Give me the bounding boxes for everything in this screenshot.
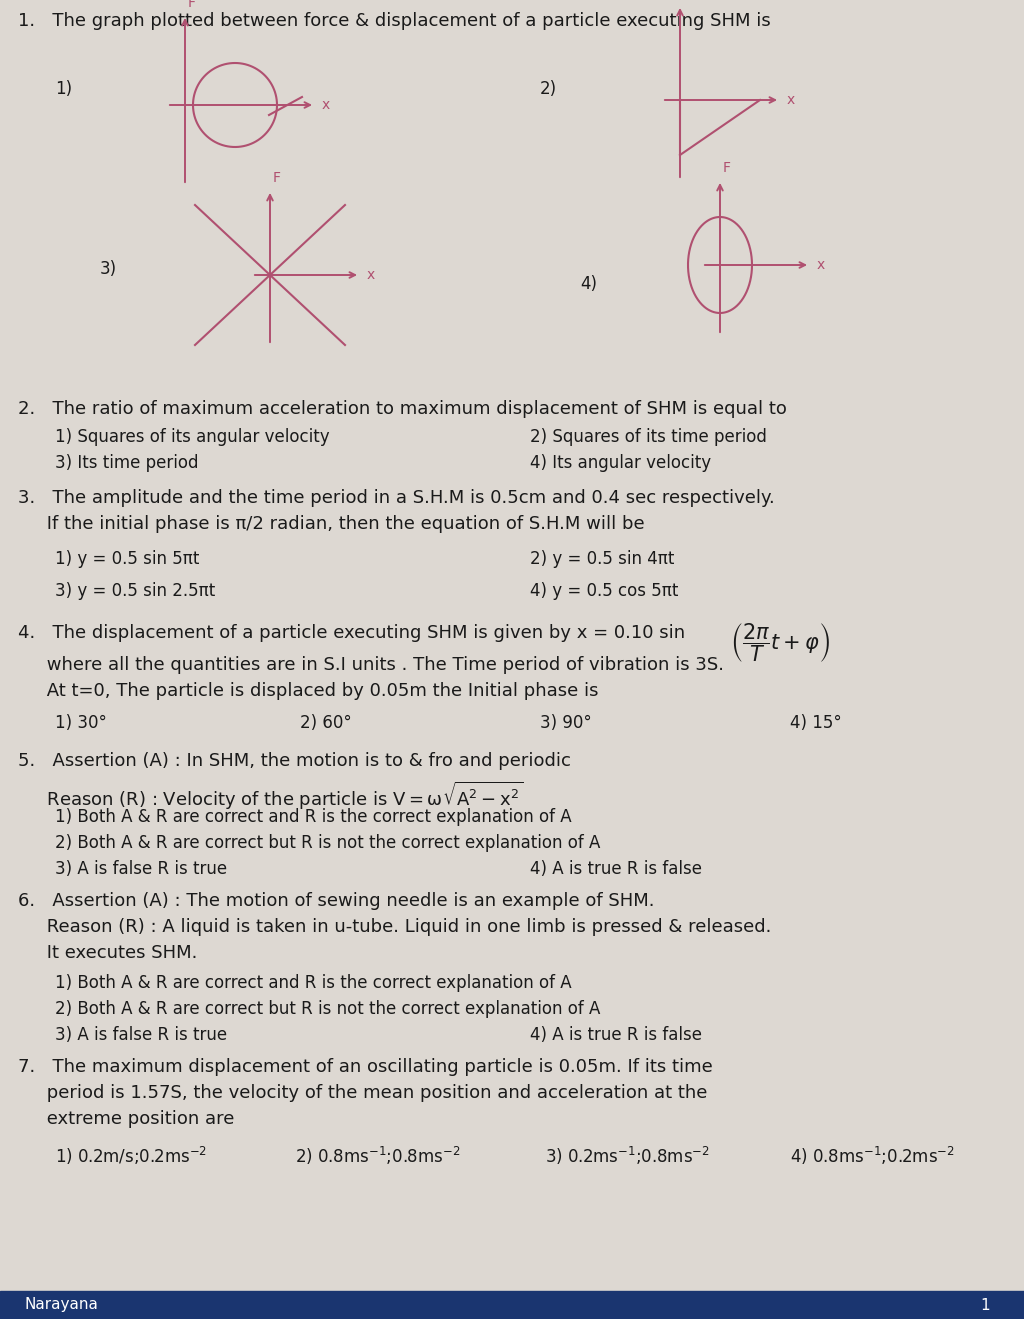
Text: 2.   The ratio of maximum acceleration to maximum displacement of SHM is equal t: 2. The ratio of maximum acceleration to … xyxy=(18,400,786,418)
Text: 3) y = 0.5 sin 2.5πt: 3) y = 0.5 sin 2.5πt xyxy=(55,582,215,600)
Text: 2) y = 0.5 sin 4πt: 2) y = 0.5 sin 4πt xyxy=(530,550,675,568)
Text: It executes SHM.: It executes SHM. xyxy=(18,944,198,962)
Text: 3) A is false R is true: 3) A is false R is true xyxy=(55,860,227,878)
Text: period is 1.57S, the velocity of the mean position and acceleration at the: period is 1.57S, the velocity of the mea… xyxy=(18,1084,708,1101)
Text: 7.   The maximum displacement of an oscillating particle is 0.05m. If its time: 7. The maximum displacement of an oscill… xyxy=(18,1058,713,1076)
Text: x: x xyxy=(322,98,331,112)
Text: 4): 4) xyxy=(580,274,597,293)
Text: x: x xyxy=(817,259,825,272)
Text: x: x xyxy=(367,268,375,282)
Text: If the initial phase is π/2 radian, then the equation of S.H.M will be: If the initial phase is π/2 radian, then… xyxy=(18,514,645,533)
Text: 1) 30°: 1) 30° xyxy=(55,714,106,732)
Text: 2) 0.8ms$^{-1}$;0.8ms$^{-2}$: 2) 0.8ms$^{-1}$;0.8ms$^{-2}$ xyxy=(295,1145,461,1167)
Text: 3) 0.2ms$^{-1}$;0.8ms$^{-2}$: 3) 0.2ms$^{-1}$;0.8ms$^{-2}$ xyxy=(545,1145,710,1167)
Text: 6.   Assertion (A) : The motion of sewing needle is an example of SHM.: 6. Assertion (A) : The motion of sewing … xyxy=(18,892,654,910)
Text: F: F xyxy=(723,161,731,175)
Text: 4) 15°: 4) 15° xyxy=(790,714,842,732)
Text: 4) A is true R is false: 4) A is true R is false xyxy=(530,860,702,878)
Text: At t=0, The particle is displaced by 0.05m the Initial phase is: At t=0, The particle is displaced by 0.0… xyxy=(18,682,598,700)
Text: F: F xyxy=(273,171,281,185)
Text: where all the quantities are in S.I units . The Time period of vibration is 3S.: where all the quantities are in S.I unit… xyxy=(18,656,724,674)
Text: 3) Its time period: 3) Its time period xyxy=(55,454,199,472)
Text: 1) Both A & R are correct and R is the correct explanation of A: 1) Both A & R are correct and R is the c… xyxy=(55,809,571,826)
Text: 4) Its angular velocity: 4) Its angular velocity xyxy=(530,454,711,472)
Text: 1.   The graph plotted between force & displacement of a particle executing SHM : 1. The graph plotted between force & dis… xyxy=(18,12,771,30)
Text: 1) Squares of its angular velocity: 1) Squares of its angular velocity xyxy=(55,427,330,446)
Text: 4) y = 0.5 cos 5πt: 4) y = 0.5 cos 5πt xyxy=(530,582,678,600)
Text: 2) 60°: 2) 60° xyxy=(300,714,352,732)
Text: 2): 2) xyxy=(540,80,557,98)
Text: 2) Both A & R are correct but R is not the correct explanation of A: 2) Both A & R are correct but R is not t… xyxy=(55,1000,600,1018)
Text: 4) 0.8ms$^{-1}$;0.2ms$^{-2}$: 4) 0.8ms$^{-1}$;0.2ms$^{-2}$ xyxy=(790,1145,955,1167)
Text: $\left(\dfrac{2\pi}{T}t+\varphi\right)$: $\left(\dfrac{2\pi}{T}t+\varphi\right)$ xyxy=(730,621,829,663)
Text: Reason (R) : A liquid is taken in u-tube. Liquid in one limb is pressed & releas: Reason (R) : A liquid is taken in u-tube… xyxy=(18,918,771,936)
Text: 3): 3) xyxy=(100,260,117,278)
Text: Narayana: Narayana xyxy=(25,1298,99,1312)
Text: 2) Squares of its time period: 2) Squares of its time period xyxy=(530,427,767,446)
Text: 1): 1) xyxy=(55,80,72,98)
Bar xyxy=(0,1291,1024,1319)
Text: Reason (R) : Velocity of the particle is $\mathrm{V = \omega\sqrt{A^2 - x^2}}$: Reason (R) : Velocity of the particle is… xyxy=(18,780,523,813)
Text: 1) Both A & R are correct and R is the correct explanation of A: 1) Both A & R are correct and R is the c… xyxy=(55,973,571,992)
Text: 1) 0.2m/s;0.2ms$^{-2}$: 1) 0.2m/s;0.2ms$^{-2}$ xyxy=(55,1145,207,1167)
Text: 5.   Assertion (A) : In SHM, the motion is to & fro and periodic: 5. Assertion (A) : In SHM, the motion is… xyxy=(18,752,570,770)
Text: 4.   The displacement of a particle executing SHM is given by x = 0.10 sin: 4. The displacement of a particle execut… xyxy=(18,624,685,642)
Text: extreme position are: extreme position are xyxy=(18,1111,234,1128)
Text: 4) A is true R is false: 4) A is true R is false xyxy=(530,1026,702,1045)
Text: 2) Both A & R are correct but R is not the correct explanation of A: 2) Both A & R are correct but R is not t… xyxy=(55,834,600,852)
Text: 3) A is false R is true: 3) A is false R is true xyxy=(55,1026,227,1045)
Text: 1: 1 xyxy=(980,1298,990,1312)
Text: 1) y = 0.5 sin 5πt: 1) y = 0.5 sin 5πt xyxy=(55,550,200,568)
Text: F: F xyxy=(188,0,196,11)
Text: 3.   The amplitude and the time period in a S.H.M is 0.5cm and 0.4 sec respectiv: 3. The amplitude and the time period in … xyxy=(18,489,775,506)
Text: x: x xyxy=(787,94,796,107)
Text: 3) 90°: 3) 90° xyxy=(540,714,592,732)
